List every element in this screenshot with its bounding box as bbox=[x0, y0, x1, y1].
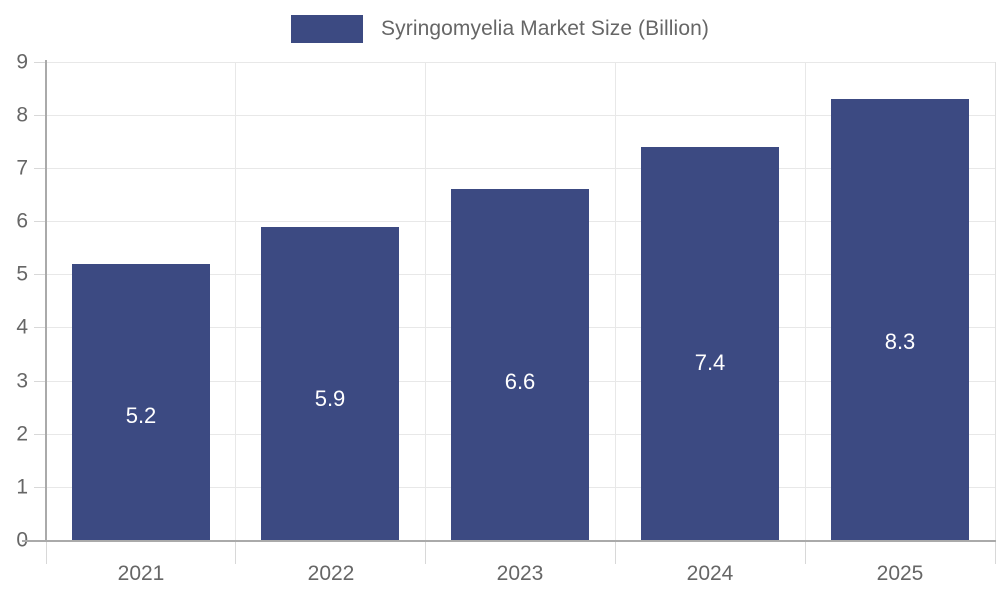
x-axis-tick-mark-3 bbox=[615, 542, 616, 564]
x-axis-tick-mark-1 bbox=[235, 542, 236, 564]
y-axis-tick-label-9: 9 bbox=[16, 50, 28, 74]
plot-area: 5.2 5.9 6.6 7.4 8.3 bbox=[46, 62, 996, 540]
gridline-horizontal-9 bbox=[46, 62, 996, 63]
y-axis-tick-mark-2 bbox=[34, 434, 45, 435]
x-axis-tick-label-2024: 2024 bbox=[686, 562, 734, 585]
bar-value-label-2025: 8.3 bbox=[884, 328, 916, 354]
bar-value-label-2024: 7.4 bbox=[694, 350, 726, 376]
y-axis-tick-label-5: 5 bbox=[16, 262, 28, 286]
gridline-vertical-2 bbox=[425, 62, 426, 540]
legend-item-label: Syringomyelia Market Size (Billion) bbox=[381, 17, 709, 40]
y-axis-tick-mark-1 bbox=[34, 487, 45, 488]
y-axis-tick-mark-6 bbox=[34, 221, 45, 222]
y-axis-tick-mark-9 bbox=[34, 62, 45, 63]
x-axis-tick-mark-2 bbox=[425, 542, 426, 564]
bar-2023[interactable]: 6.6 bbox=[451, 189, 589, 540]
y-axis-tick-label-7: 7 bbox=[16, 156, 28, 180]
bar-2025[interactable]: 8.3 bbox=[831, 99, 969, 540]
bar-value-label-2021: 5.2 bbox=[125, 402, 157, 428]
legend-color-swatch-icon bbox=[291, 15, 364, 43]
y-axis-tick-label-1: 1 bbox=[16, 475, 28, 499]
plot-right-border bbox=[995, 62, 996, 540]
x-axis-tick-mark-4 bbox=[805, 542, 806, 564]
gridline-vertical-3 bbox=[615, 62, 616, 540]
gridline-horizontal-8 bbox=[46, 115, 996, 116]
x-axis-tick-label-2022: 2022 bbox=[307, 562, 355, 585]
y-axis-tick-label-8: 8 bbox=[16, 103, 28, 127]
y-axis-tick-label-3: 3 bbox=[16, 369, 28, 393]
y-axis-tick-mark-4 bbox=[34, 327, 45, 328]
gridline-vertical-1 bbox=[235, 62, 236, 540]
x-axis-tick-mark-end bbox=[995, 542, 996, 564]
y-axis-line bbox=[45, 60, 47, 542]
bar-2024[interactable]: 7.4 bbox=[641, 146, 779, 540]
y-axis-tick-label-2: 2 bbox=[16, 422, 28, 446]
bar-2022[interactable]: 5.9 bbox=[261, 226, 399, 540]
legend-item-syringomyelia-market-size[interactable]: Syringomyelia Market Size (Billion) bbox=[291, 15, 709, 43]
y-axis-tick-mark-8 bbox=[34, 115, 45, 116]
x-axis-tick-label-2023: 2023 bbox=[496, 562, 544, 585]
x-axis-line bbox=[22, 540, 996, 542]
y-axis-tick-mark-5 bbox=[34, 274, 45, 275]
y-axis-tick-mark-7 bbox=[34, 168, 45, 169]
y-axis-tick-mark-3 bbox=[34, 381, 45, 382]
bar-2021[interactable]: 5.2 bbox=[72, 263, 210, 540]
chart-legend: Syringomyelia Market Size (Billion) bbox=[0, 0, 1000, 58]
x-axis-tick-label-2021: 2021 bbox=[117, 562, 165, 585]
gridline-vertical-4 bbox=[805, 62, 806, 540]
y-axis-tick-label-6: 6 bbox=[16, 209, 28, 233]
x-axis-tick-mark-start bbox=[46, 542, 47, 564]
y-axis-tick-label-4: 4 bbox=[16, 315, 28, 339]
gridline-horizontal-7 bbox=[46, 168, 996, 169]
x-axis-tick-label-2025: 2025 bbox=[876, 562, 924, 585]
bar-value-label-2023: 6.6 bbox=[504, 369, 536, 395]
bar-value-label-2022: 5.9 bbox=[314, 386, 346, 411]
